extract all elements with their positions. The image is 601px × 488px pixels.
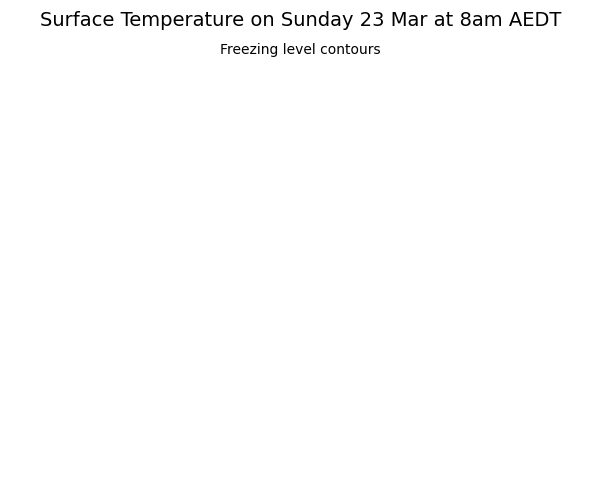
Text: Surface Temperature on Sunday 23 Mar at 8am AEDT: Surface Temperature on Sunday 23 Mar at … — [40, 11, 561, 30]
Text: Freezing level contours: Freezing level contours — [220, 43, 381, 57]
